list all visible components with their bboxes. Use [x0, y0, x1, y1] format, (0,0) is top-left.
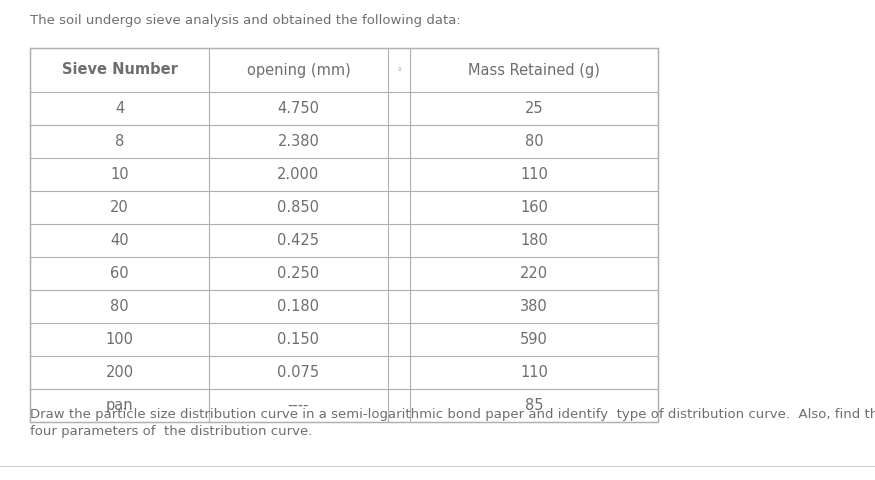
Text: 0.150: 0.150	[277, 332, 319, 347]
Text: 0.180: 0.180	[277, 299, 319, 314]
Text: 25: 25	[525, 101, 543, 116]
Text: 0.425: 0.425	[277, 233, 319, 248]
Text: 40: 40	[110, 233, 129, 248]
Text: 4: 4	[115, 101, 124, 116]
Text: four parameters of  the distribution curve.: four parameters of the distribution curv…	[30, 425, 312, 438]
Text: 0.250: 0.250	[277, 266, 319, 281]
Text: 0.075: 0.075	[277, 365, 319, 380]
Text: 110: 110	[520, 365, 548, 380]
Text: 590: 590	[520, 332, 548, 347]
Text: 80: 80	[525, 134, 543, 149]
Text: 160: 160	[520, 200, 548, 215]
Text: Sieve Number: Sieve Number	[61, 62, 178, 77]
Text: 110: 110	[520, 167, 548, 182]
Text: 0.850: 0.850	[277, 200, 319, 215]
Text: The soil undergo sieve analysis and obtained the following data:: The soil undergo sieve analysis and obta…	[30, 14, 461, 27]
Text: 180: 180	[520, 233, 548, 248]
Text: 10: 10	[110, 167, 129, 182]
Text: 2.000: 2.000	[277, 167, 319, 182]
Text: 20: 20	[110, 200, 129, 215]
Text: ----: ----	[288, 398, 309, 413]
Text: 2.380: 2.380	[277, 134, 319, 149]
Text: Draw the particle size distribution curve in a semi-logarithmic bond paper and i: Draw the particle size distribution curv…	[30, 408, 875, 421]
Text: 8: 8	[115, 134, 124, 149]
Text: 220: 220	[520, 266, 548, 281]
Text: 100: 100	[106, 332, 134, 347]
Text: opening (mm): opening (mm)	[247, 62, 350, 77]
Text: 380: 380	[520, 299, 548, 314]
Text: 200: 200	[105, 365, 134, 380]
Bar	[30, 48, 658, 422]
Text: 85: 85	[525, 398, 543, 413]
Text: 80: 80	[110, 299, 129, 314]
Text: 60: 60	[110, 266, 129, 281]
Text: pan: pan	[106, 398, 133, 413]
Text: ◦: ◦	[396, 65, 402, 75]
Text: Mass Retained (g): Mass Retained (g)	[468, 62, 600, 77]
Text: 4.750: 4.750	[277, 101, 319, 116]
